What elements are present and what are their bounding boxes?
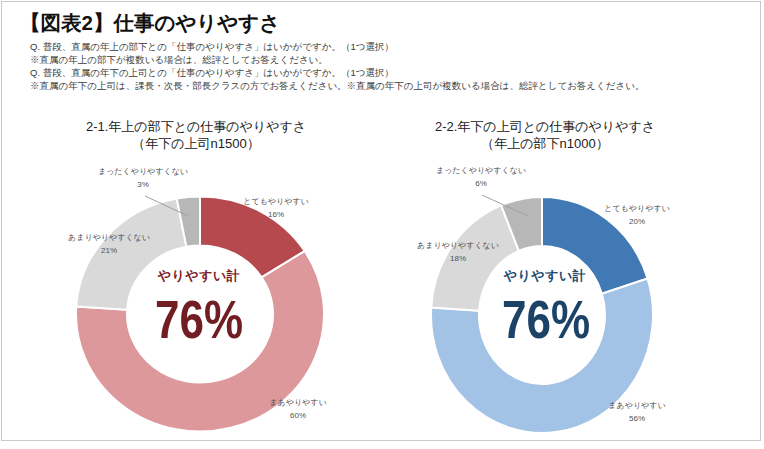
segment-label-value: 16% [243,208,309,221]
segment-label-text: まったくやりやすくない [98,166,188,179]
segment-label-text: とてもやりやすい [243,196,309,209]
segment-label-value: 3% [98,178,188,191]
segment-label: まったくやりやすくない6% [436,165,526,190]
segment-label-value: 18% [417,252,499,265]
segment-label: とてもやりやすい20% [604,203,670,228]
segment-label: まあやりやすい56% [608,400,665,425]
segment-label-value: 6% [436,177,526,190]
donut-center-value: 76% [155,289,243,350]
segment-label-value: 21% [68,244,150,257]
segment-label-text: まあやりやすい [269,397,326,410]
segment-label-value: 20% [604,215,670,228]
segment-label-value: 56% [608,412,665,425]
donut-center-value: 76% [502,289,590,350]
segment-label-text: あまりやりやすくない [68,232,150,245]
segment-label-text: まあやりやすい [608,400,665,413]
segment-label: あまりやりやすくない21% [68,232,150,257]
segment-label: まあやりやすい60% [269,397,326,422]
segment-label: まったくやりやすくない3% [98,166,188,191]
segment-label-text: とてもやりやすい [604,203,670,216]
donut-center-label: やりやすい計 [504,267,587,285]
segment-label: とてもやりやすい16% [243,196,309,221]
segment-label-text: あまりやりやすくない [417,240,499,253]
segment-label: あまりやりやすくない18% [417,240,499,265]
segment-label-value: 60% [269,409,326,422]
segment-label-text: まったくやりやすくない [436,165,526,178]
donut-center-label: やりやすい計 [158,267,241,285]
